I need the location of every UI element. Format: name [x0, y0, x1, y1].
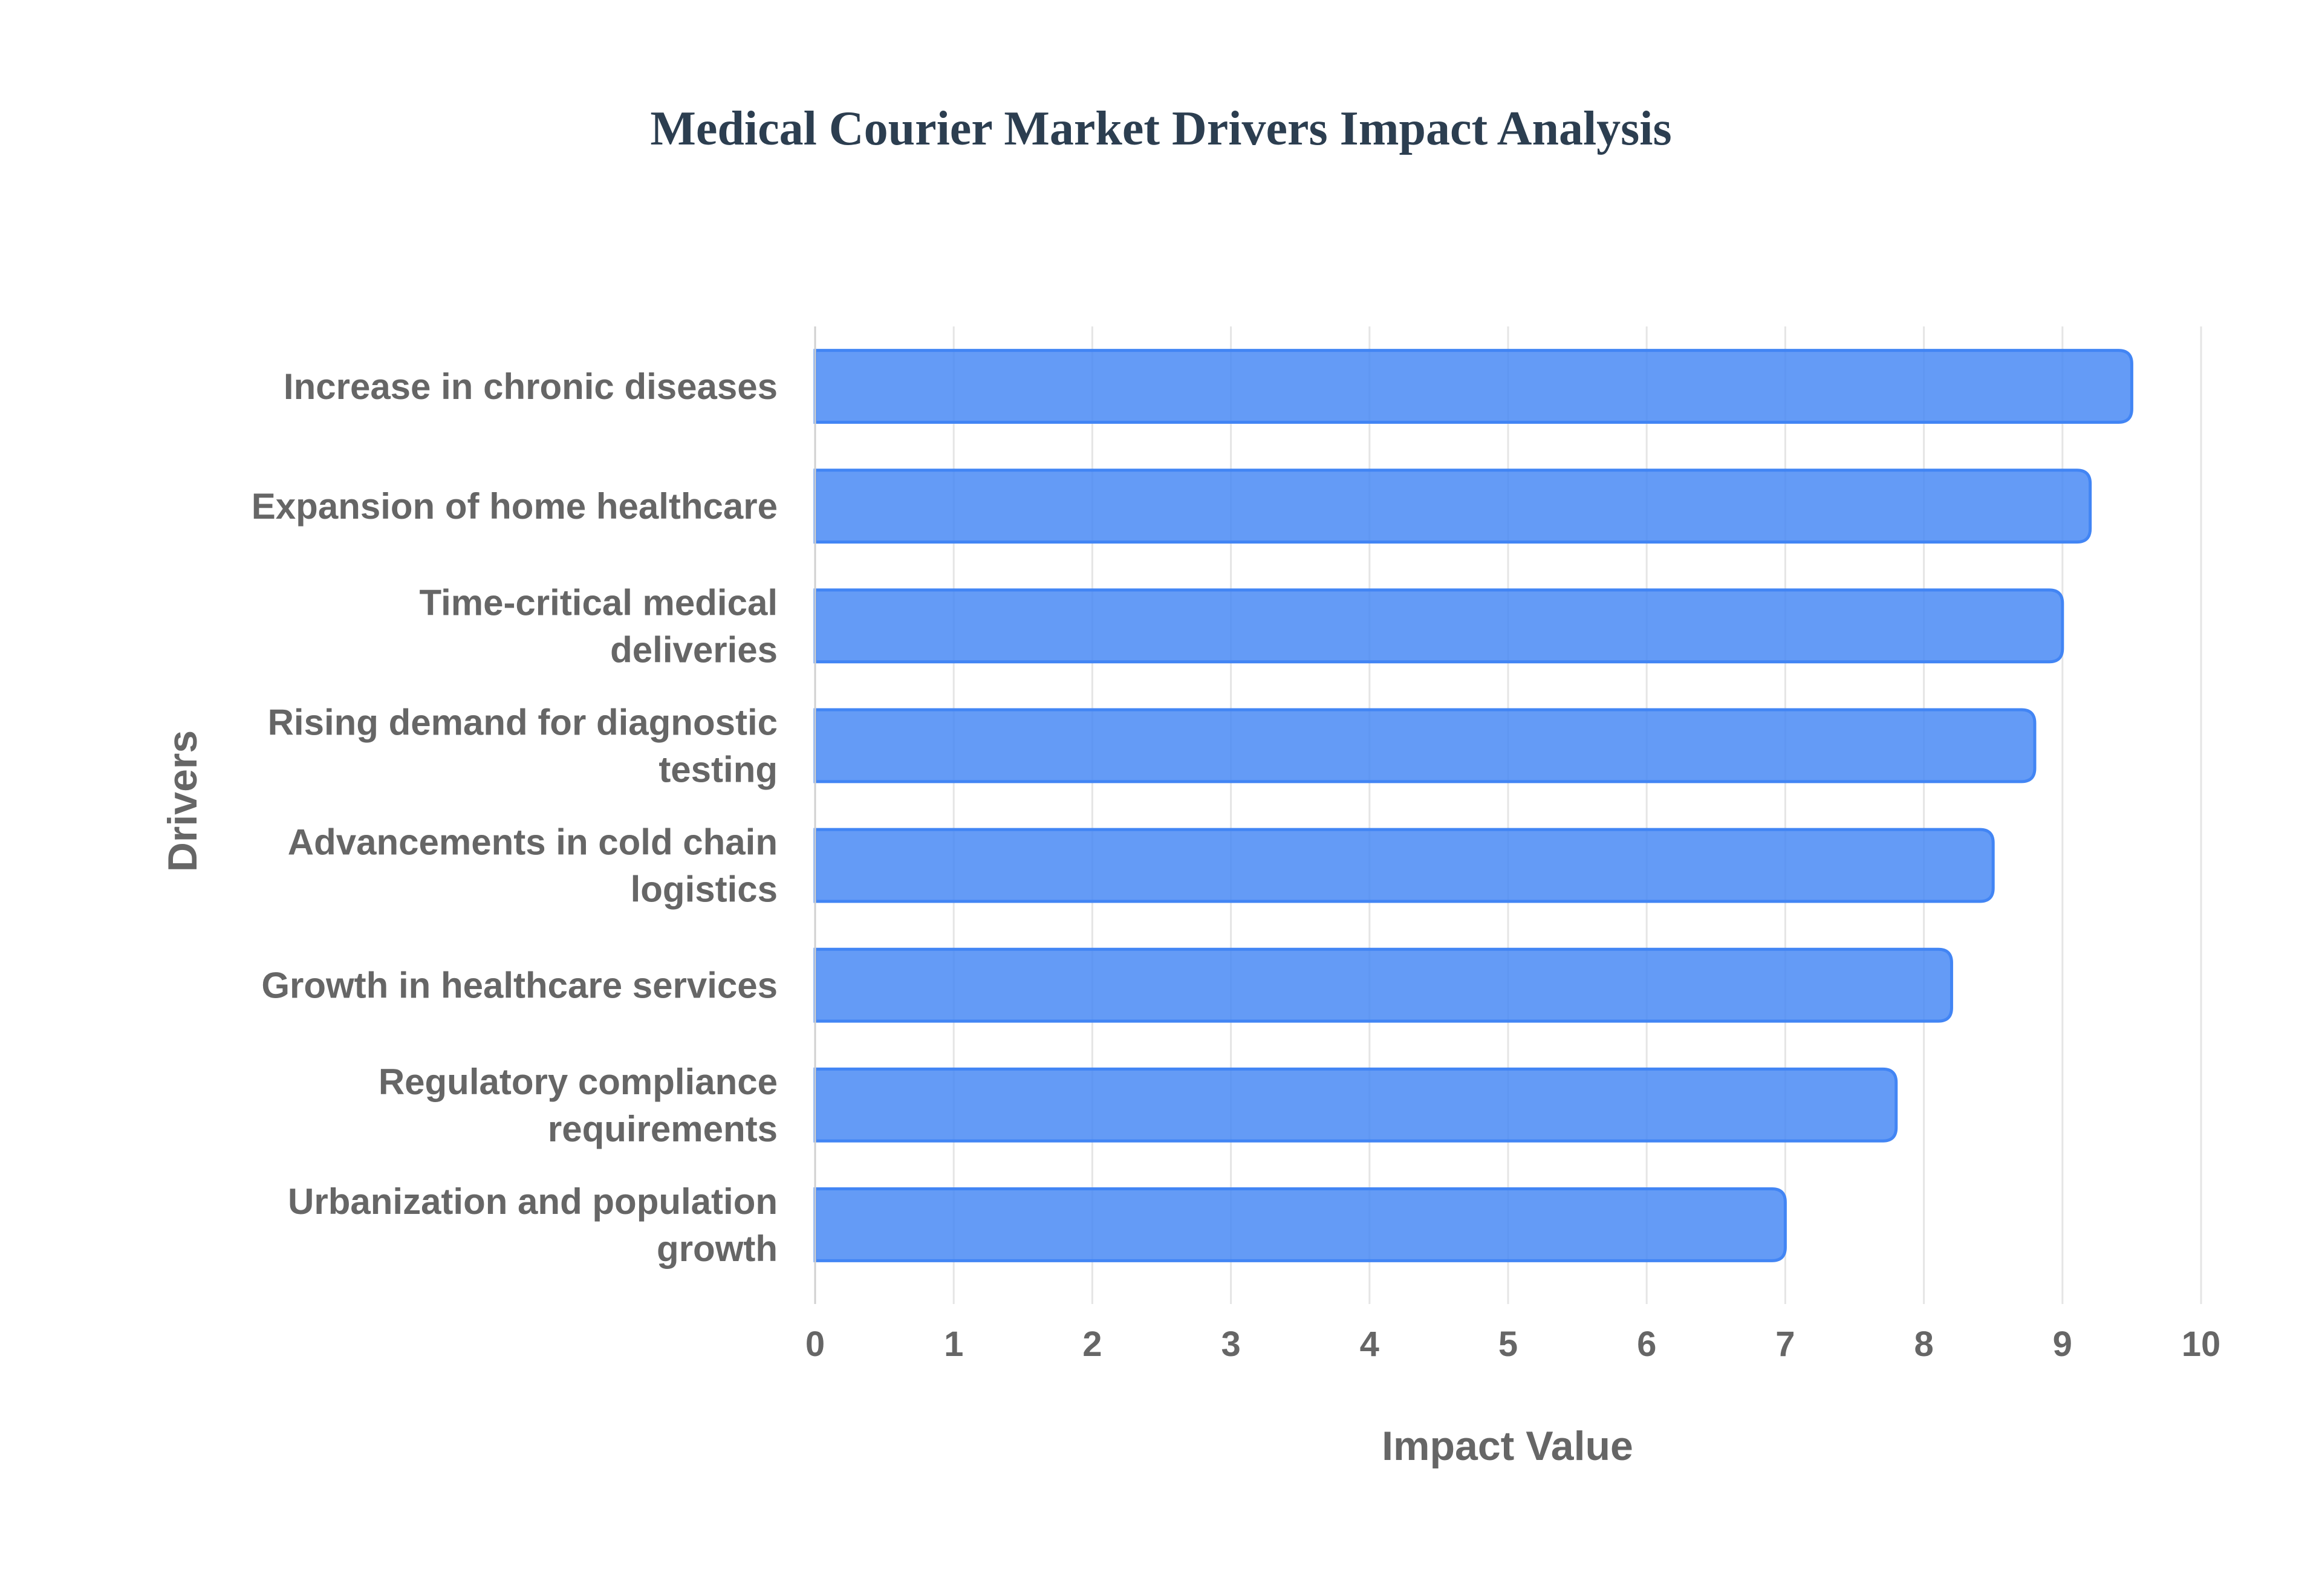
x-tick-label: 6 — [1637, 1325, 1656, 1364]
x-tick-label: 10 — [2182, 1325, 2221, 1364]
x-tick-label: 4 — [1360, 1325, 1379, 1364]
category-labels: Increase in chronic diseases Expansion of… — [252, 366, 778, 1269]
y-tick-label: growth — [657, 1228, 778, 1269]
y-tick-label: Expansion of home healthcare — [252, 486, 778, 527]
bar — [813, 947, 1953, 1023]
y-tick-label: testing — [659, 749, 778, 790]
y-tick-label: requirements — [548, 1109, 778, 1149]
y-tick-label: deliveries — [610, 629, 778, 670]
bar — [813, 828, 1995, 903]
y-tick-label: Regulatory compliance — [379, 1062, 778, 1102]
x-axis-title: Impact Value — [1382, 1423, 1633, 1469]
bars — [813, 349, 2133, 1262]
bar — [813, 469, 2092, 544]
x-tick-label: 7 — [1775, 1325, 1795, 1364]
bar — [813, 588, 2064, 664]
x-tick-label: 5 — [1498, 1325, 1518, 1364]
bar — [813, 1187, 1787, 1262]
y-tick-label: Increase in chronic diseases — [284, 366, 778, 407]
x-tick-label: 3 — [1221, 1325, 1240, 1364]
y-tick-label: Growth in healthcare services — [261, 965, 778, 1006]
y-tick-label: Time-critical medical — [420, 582, 778, 623]
y-tick-label: Rising demand for diagnostic — [268, 702, 778, 742]
x-tick-label: 2 — [1082, 1325, 1102, 1364]
x-tick-label: 1 — [944, 1325, 963, 1364]
bar — [813, 1067, 1898, 1143]
y-axis-title: Drivers — [160, 730, 206, 872]
bar — [813, 708, 2037, 783]
bar — [813, 349, 2133, 424]
x-tick-label: 9 — [2053, 1325, 2072, 1364]
y-tick-label: logistics — [631, 869, 778, 910]
x-tick-label: 8 — [1914, 1325, 1933, 1364]
y-tick-label: Urbanization and population — [288, 1181, 778, 1222]
x-tick-label: 0 — [805, 1325, 825, 1364]
axes: 0 1 2 3 4 5 6 7 8 9 10 — [805, 326, 2220, 1364]
y-tick-label: Advancements in cold chain — [288, 822, 778, 863]
chart-title: Medical Courier Market Drivers Impact An… — [650, 102, 1672, 155]
